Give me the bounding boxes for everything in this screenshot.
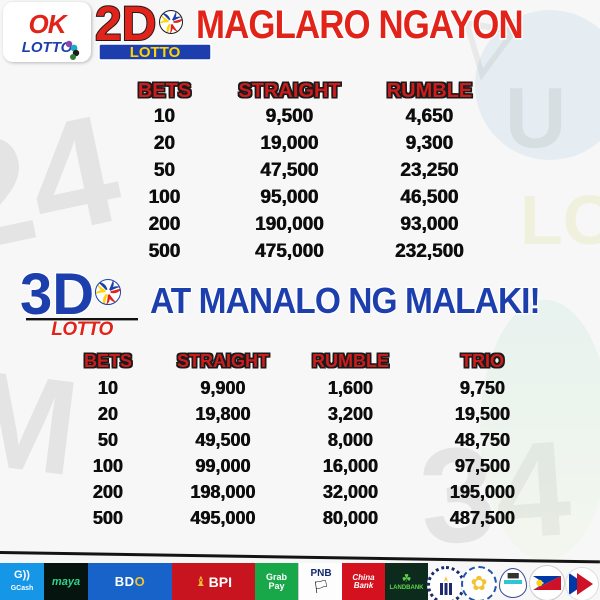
- svg-text:LOTTO: LOTTO: [22, 39, 73, 56]
- svg-text:LOTTO: LOTTO: [51, 319, 113, 336]
- svg-text:MAGLARO NGAYON: MAGLARO NGAYON: [196, 2, 523, 47]
- svg-text:AT MANALO NG MALAKI!: AT MANALO NG MALAKI!: [150, 282, 540, 321]
- svg-text:3D: 3D: [20, 266, 94, 327]
- svg-text:G)): G)): [14, 569, 30, 581]
- svg-text:OK: OK: [29, 9, 69, 39]
- svg-text:LOTTO: LOTTO: [130, 44, 181, 61]
